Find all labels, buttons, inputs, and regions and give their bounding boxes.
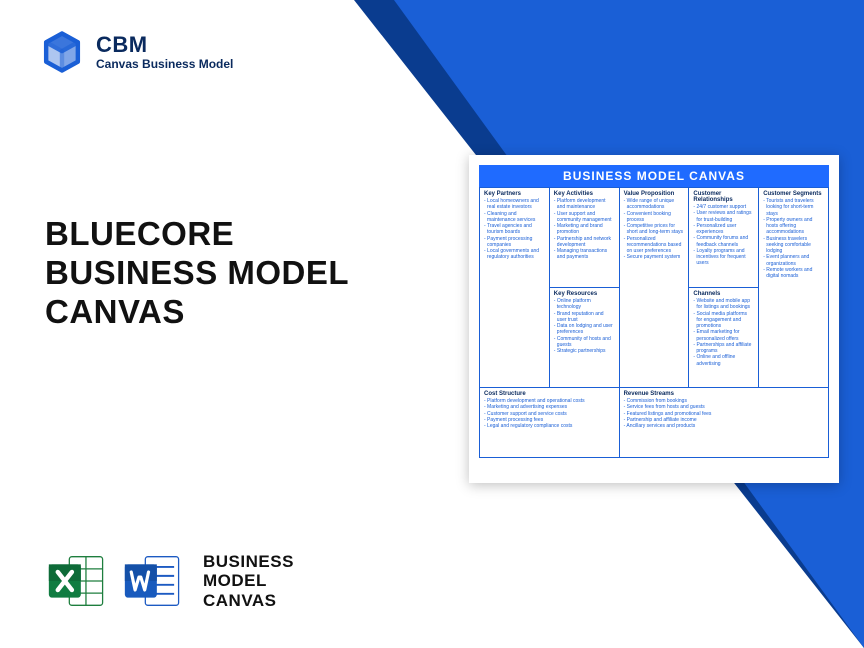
cell-heading: Customer Relationships [693,191,754,203]
cell-body: - Website and mobile app for listings an… [693,298,754,367]
logo-abbr: CBM [96,33,233,57]
cell-key-resources: Key Resources - Online platform technolo… [549,288,619,388]
cell-body: - Wide range of unique accommodations- C… [624,198,685,261]
cell-body: - Platform development and maintenance- … [554,198,615,261]
page-title: BLUECORE BUSINESS MODEL CANVAS [45,215,349,332]
cell-heading: Key Activities [554,191,615,197]
cell-heading: Cost Structure [484,391,615,397]
cell-value-proposition: Value Proposition - Wide range of unique… [619,188,689,388]
file-format-badges: BUSINESS MODEL CANVAS [45,549,294,613]
cell-body: - Platform development and operational c… [484,398,615,429]
canvas-title: BUSINESS MODEL CANVAS [479,165,829,187]
cell-customer-segments: Customer Segments - Tourists and travele… [759,188,829,388]
cell-heading: Channels [693,291,754,297]
canvas-preview: BUSINESS MODEL CANVAS Key Partners - Loc… [469,155,839,483]
brand-logo: CBM Canvas Business Model [40,30,233,74]
cell-heading: Key Partners [484,191,545,197]
title-line: BUSINESS MODEL [45,254,349,293]
cell-cost-structure: Cost Structure - Platform development an… [480,388,620,458]
cell-customer-relationships: Customer Relationships - 24/7 customer s… [689,188,759,288]
cell-channels: Channels - Website and mobile app for li… [689,288,759,388]
cell-revenue-streams: Revenue Streams - Commission from bookin… [619,388,828,458]
cell-heading: Customer Segments [763,191,824,197]
label-line: MODEL [203,571,294,591]
cell-body: - Commission from bookings- Service fees… [624,398,824,429]
excel-icon [45,549,109,613]
cell-heading: Revenue Streams [624,391,824,397]
title-line: CANVAS [45,293,349,332]
cell-key-partners: Key Partners - Local homeowners and real… [480,188,550,388]
cell-heading: Value Proposition [624,191,685,197]
file-format-label: BUSINESS MODEL CANVAS [203,552,294,611]
cell-heading: Key Resources [554,291,615,297]
cell-body: - Local homeowners and real estate inves… [484,198,545,261]
cell-body: - Online platform technology- Brand repu… [554,298,615,354]
cell-body: - Tourists and travelers looking for sho… [763,198,824,279]
cell-body: - 24/7 customer support- User reviews an… [693,204,754,267]
word-icon [121,549,185,613]
label-line: BUSINESS [203,552,294,572]
cell-key-activities: Key Activities - Platform development an… [549,188,619,288]
logo-subtitle: Canvas Business Model [96,58,233,71]
hexagon-logo-icon [40,30,84,74]
title-line: BLUECORE [45,215,349,254]
label-line: CANVAS [203,591,294,611]
canvas-grid: Key Partners - Local homeowners and real… [479,187,829,458]
